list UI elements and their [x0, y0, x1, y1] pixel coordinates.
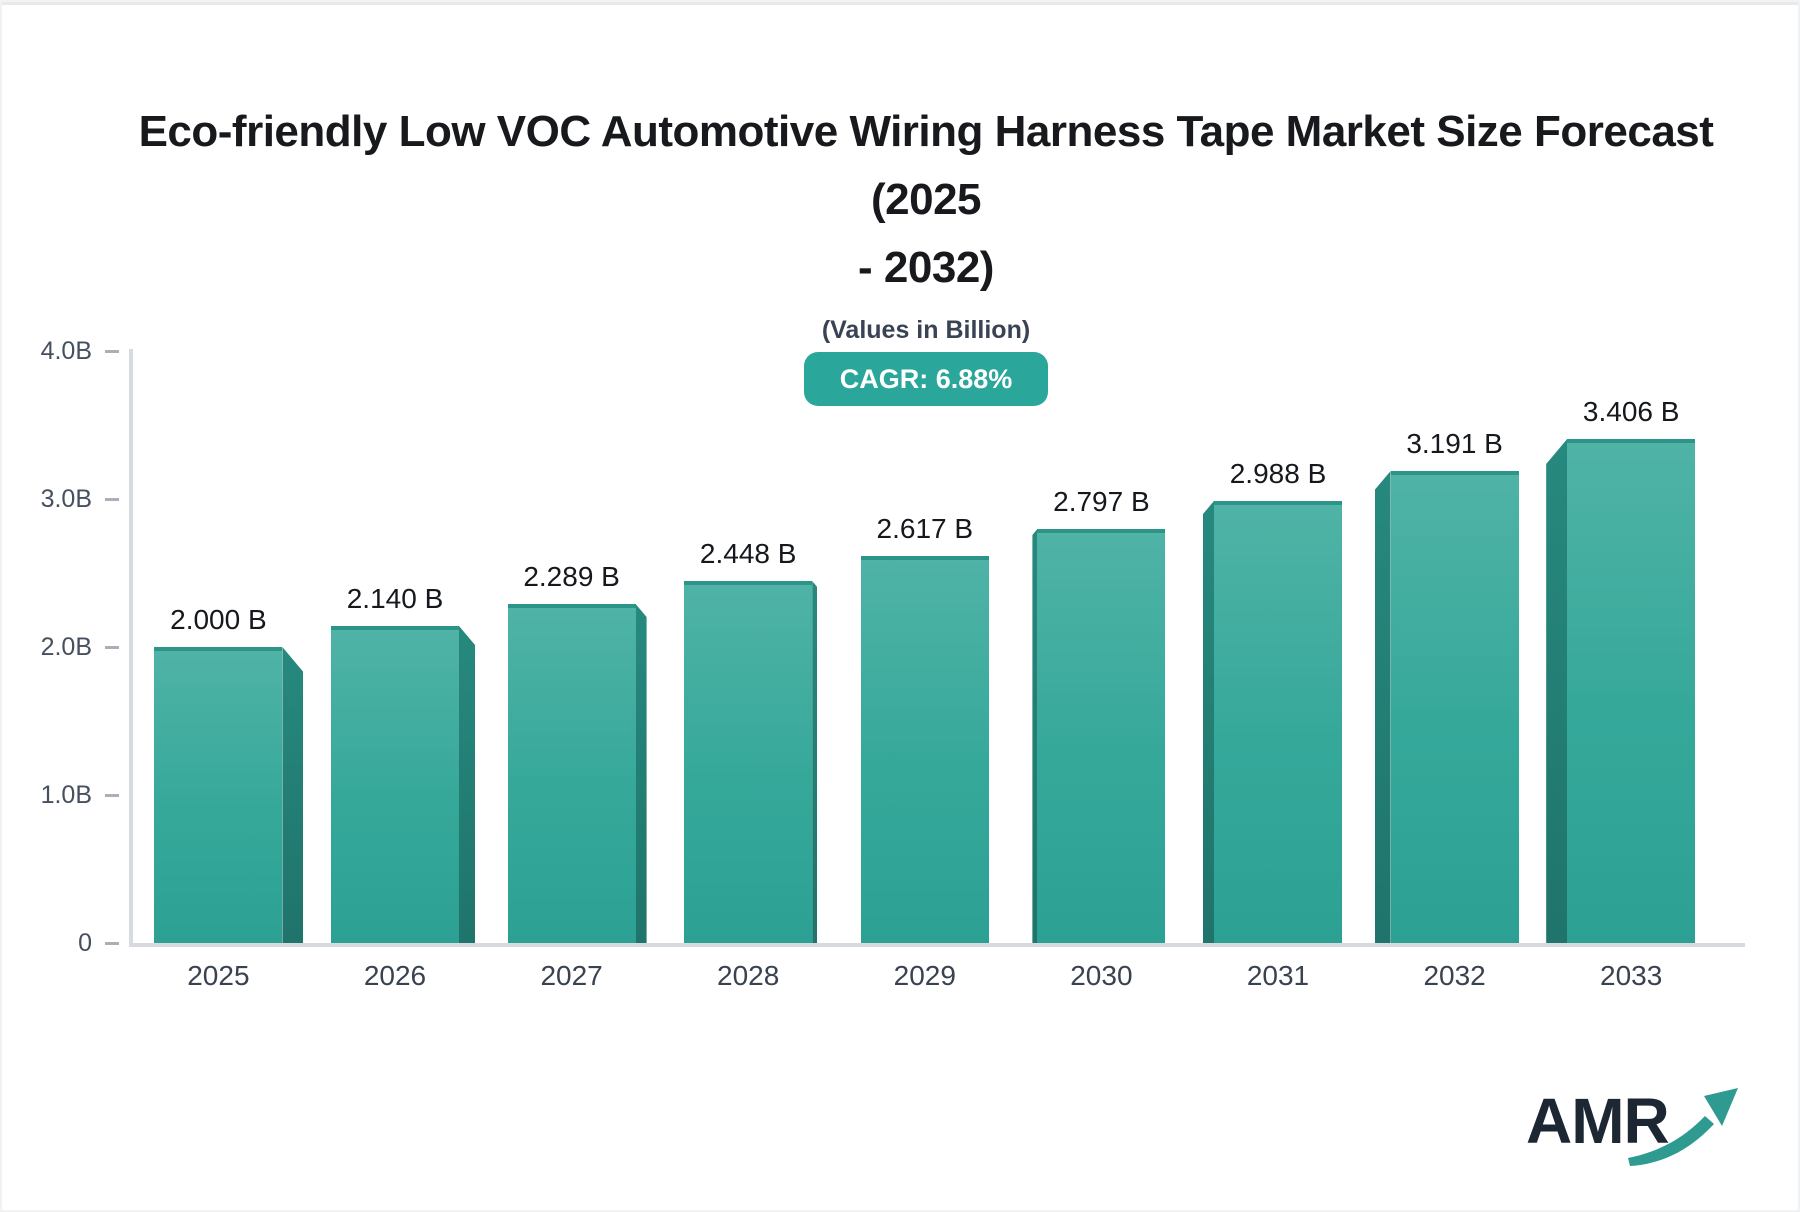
bar[interactable] [860, 556, 989, 943]
page-title: Eco-friendly Low VOC Automotive Wiring H… [122, 98, 1730, 302]
x-axis-label: 2026 [363, 960, 427, 991]
bar-value-label: 2.797 B [1053, 486, 1150, 517]
page-top-border [2, 2, 1798, 5]
bar-3d-side [459, 626, 475, 943]
amr-logo: AMR [1526, 1084, 1738, 1184]
amr-logo-text: AMR [1526, 1085, 1670, 1157]
page-title-line2: - 2032) [858, 243, 994, 292]
trend-up-arrow-icon [1628, 1088, 1738, 1166]
bar-value-label: 2.140 B [346, 583, 444, 614]
bar-3d-side [812, 581, 818, 943]
bar-3d-side [282, 647, 304, 943]
bar-value-label: 2.448 B [699, 538, 797, 569]
x-axis-label: 2028 [717, 960, 780, 991]
x-axis-label: 2031 [1246, 960, 1310, 991]
bar-value-label: 3.191 B [1406, 428, 1503, 459]
bar-value-label: 2.000 B [170, 604, 267, 635]
y-axis-tick [105, 794, 119, 797]
bar[interactable] [507, 604, 636, 943]
x-axis-label: 2033 [1600, 960, 1663, 991]
cagr-badge: CAGR: 6.88% [803, 352, 1049, 406]
chart-header: Eco-friendly Low VOC Automotive Wiring H… [122, 98, 1730, 406]
y-axis-label: 2.0B [40, 633, 92, 661]
y-axis-label: 3.0B [40, 485, 92, 513]
x-axis-label: 2027 [540, 960, 603, 991]
bar-value-label: 2.617 B [876, 513, 974, 544]
bar-value-label: 3.406 B [1582, 396, 1680, 427]
x-axis-label: 2032 [1423, 960, 1486, 991]
bar[interactable] [684, 581, 813, 943]
bar-3d-side [635, 604, 647, 943]
bar[interactable] [1390, 471, 1519, 943]
y-axis-tick [105, 646, 119, 649]
bar[interactable] [331, 626, 459, 943]
page-title-line1: Eco-friendly Low VOC Automotive Wiring H… [138, 107, 1714, 224]
chart-subtitle: (Values in Billion) [821, 316, 1031, 344]
x-axis-label: 2025 [187, 960, 250, 991]
y-axis-tick [105, 942, 119, 945]
bar-value-label: 2.988 B [1229, 458, 1327, 489]
bar-3d-side [1203, 501, 1214, 943]
y-axis-label: 1.0B [40, 781, 92, 809]
y-axis-tick [105, 498, 119, 501]
bar[interactable] [1567, 439, 1696, 943]
y-axis-label: 4.0B [40, 337, 92, 365]
bar-3d-side [1546, 439, 1568, 943]
x-axis-line [129, 943, 1745, 947]
bar[interactable] [154, 647, 283, 943]
bar-3d-side [1374, 471, 1391, 943]
x-axis-label: 2029 [893, 960, 956, 991]
y-axis-line [129, 349, 133, 947]
bar-value-label: 2.289 B [523, 561, 620, 592]
y-axis-label: 0 [78, 929, 92, 957]
y-axis-tick [105, 350, 119, 353]
bar[interactable] [1037, 529, 1166, 943]
x-axis-label: 2030 [1070, 960, 1133, 991]
bar-3d-side [1032, 529, 1038, 943]
bar[interactable] [1214, 501, 1342, 943]
